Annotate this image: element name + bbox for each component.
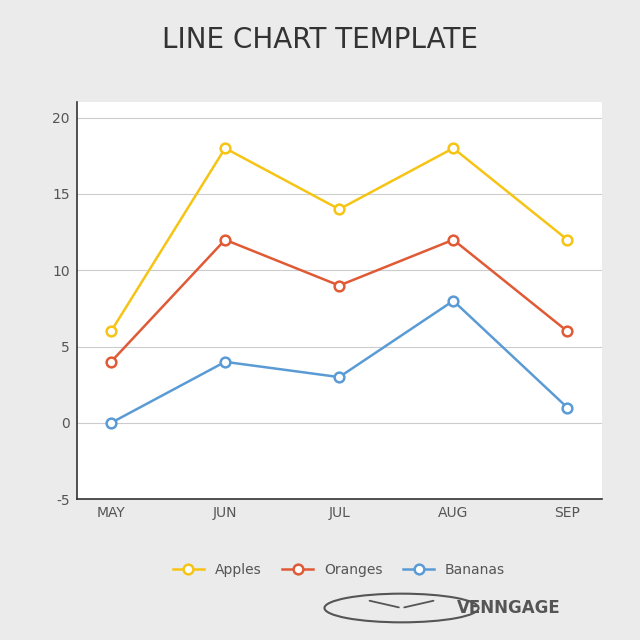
Legend: Apples, Oranges, Bananas: Apples, Oranges, Bananas [168, 557, 511, 583]
Text: VENNGAGE: VENNGAGE [456, 599, 561, 617]
Text: LINE CHART TEMPLATE: LINE CHART TEMPLATE [162, 26, 478, 54]
